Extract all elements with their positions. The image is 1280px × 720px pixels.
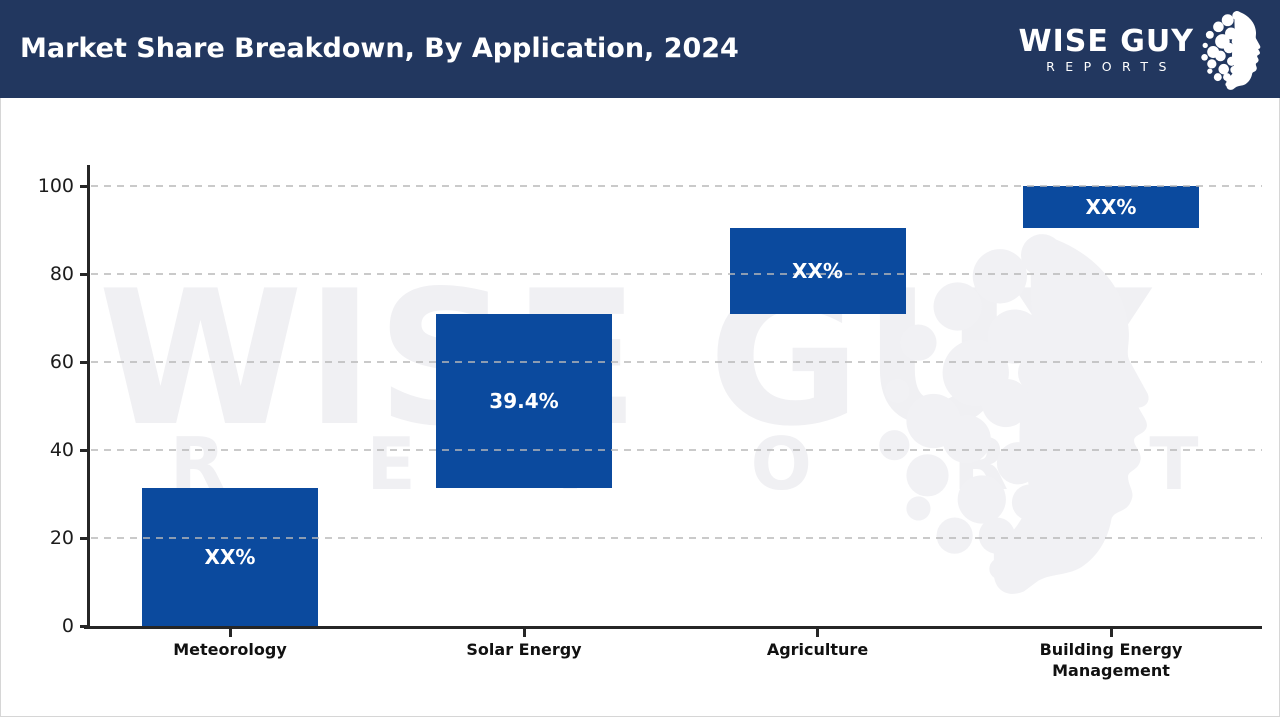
- x-axis: [84, 626, 1262, 629]
- x-axis-tick: [522, 629, 526, 637]
- y-axis-tick-label: 60: [49, 351, 74, 373]
- x-category-label: Meteorology: [173, 640, 287, 659]
- y-axis-tick: [80, 537, 88, 540]
- x-category-label: Building Energy Management: [1039, 640, 1183, 680]
- gridline: [91, 449, 1262, 451]
- header-bar: Market Share Breakdown, By Application, …: [0, 0, 1280, 98]
- x-category-label: Solar Energy: [466, 640, 582, 659]
- bar-value-label: XX%: [792, 259, 843, 284]
- gridline: [91, 361, 1262, 363]
- bar: [436, 314, 612, 488]
- logo-head-icon: [1196, 7, 1270, 93]
- bar-value-label: 39.4%: [489, 389, 559, 414]
- bar: [142, 487, 318, 626]
- bar: [729, 227, 906, 315]
- y-axis: [87, 165, 90, 629]
- logo-text: WISE GUY REPORTS: [1018, 26, 1194, 75]
- gridline: [91, 185, 1262, 187]
- y-axis-tick: [80, 449, 88, 452]
- y-axis-tick-label: 20: [49, 527, 74, 549]
- x-category-label: Agriculture: [766, 640, 869, 659]
- y-axis-tick-label: 0: [61, 615, 74, 637]
- gridline: [91, 537, 1262, 539]
- gridline: [91, 273, 1262, 275]
- bar-value-label: XX%: [204, 544, 256, 569]
- wise-guy-logo: WISE GUY REPORTS: [1018, 4, 1270, 96]
- bar: [1023, 186, 1199, 228]
- x-axis-tick: [228, 629, 232, 637]
- x-axis-tick: [816, 629, 819, 637]
- logo-wordmark: WISE GUY: [1018, 23, 1194, 59]
- y-axis-tick: [80, 185, 88, 188]
- y-axis-tick: [80, 273, 88, 276]
- bar-value-label: XX%: [1085, 194, 1137, 219]
- page-title: Market Share Breakdown, By Application, …: [20, 33, 739, 64]
- y-axis-tick-label: 80: [49, 263, 74, 285]
- logo-subtext: REPORTS: [1046, 59, 1177, 75]
- x-axis-tick: [1109, 629, 1113, 637]
- y-axis-tick: [80, 361, 88, 364]
- y-axis-tick-label: 40: [49, 439, 74, 461]
- y-axis-tick-label: 100: [37, 175, 74, 197]
